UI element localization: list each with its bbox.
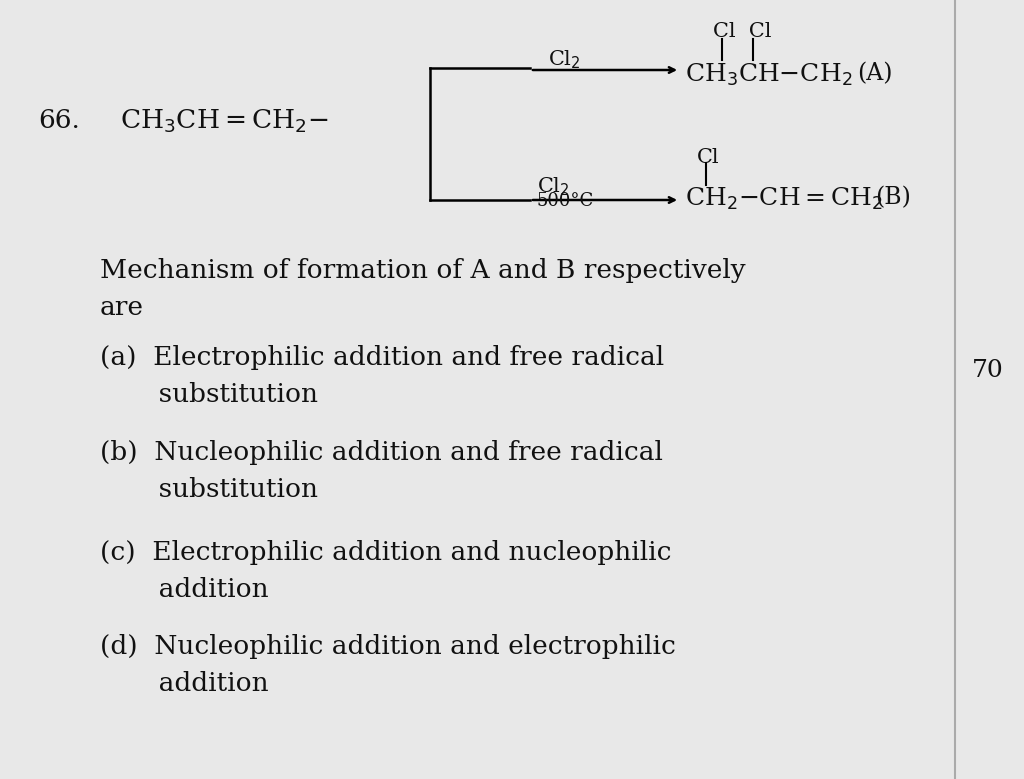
Text: Mechanism of formation of A and B respectively: Mechanism of formation of A and B respec… <box>100 258 745 283</box>
Text: 500°C: 500°C <box>537 192 594 210</box>
Text: 70: 70 <box>972 358 1004 382</box>
Text: CH$_3$CH$-$CH$_2$: CH$_3$CH$-$CH$_2$ <box>685 62 852 88</box>
Text: Cl: Cl <box>697 148 720 167</box>
Text: (a)  Electrophilic addition and free radical: (a) Electrophilic addition and free radi… <box>100 345 665 370</box>
Text: substitution: substitution <box>100 382 318 407</box>
Text: (b)  Nucleophilic addition and free radical: (b) Nucleophilic addition and free radic… <box>100 440 663 465</box>
Text: are: are <box>100 295 144 320</box>
Text: CH$_2$$-$CH$=$CH$_2$: CH$_2$$-$CH$=$CH$_2$ <box>685 186 883 212</box>
Text: Cl$_2$: Cl$_2$ <box>537 175 569 198</box>
Text: Cl  Cl: Cl Cl <box>713 22 771 41</box>
Text: addition: addition <box>100 577 268 602</box>
Text: (A): (A) <box>857 62 893 85</box>
Text: 66.: 66. <box>38 108 80 133</box>
Text: substitution: substitution <box>100 477 318 502</box>
Text: Cl$_2$: Cl$_2$ <box>548 48 581 71</box>
Text: CH$_3$CH$=$CH$_2$$-$: CH$_3$CH$=$CH$_2$$-$ <box>120 107 329 135</box>
Text: addition: addition <box>100 671 268 696</box>
Text: (d)  Nucleophilic addition and electrophilic: (d) Nucleophilic addition and electrophi… <box>100 634 676 659</box>
Text: (c)  Electrophilic addition and nucleophilic: (c) Electrophilic addition and nucleophi… <box>100 540 672 565</box>
Text: (B): (B) <box>874 186 911 209</box>
